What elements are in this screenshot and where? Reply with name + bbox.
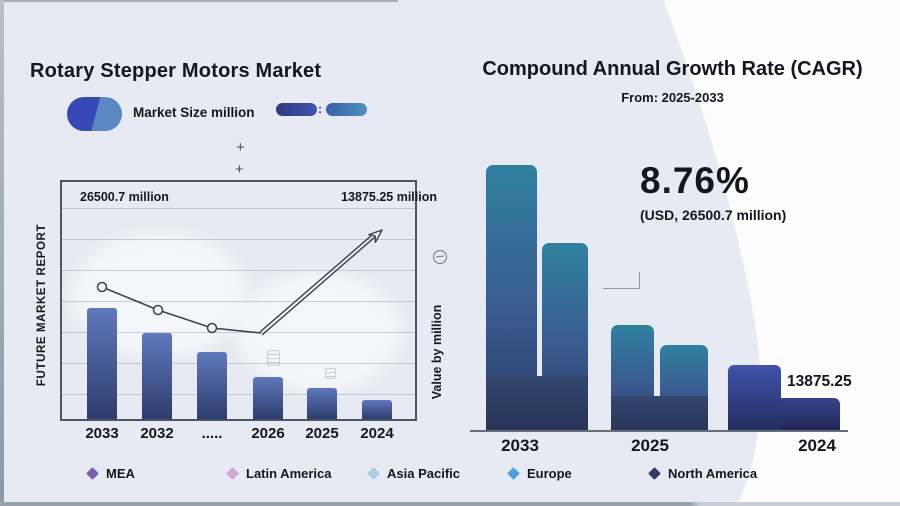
cagr-subtitle: From: 2025-2033 [621, 90, 724, 105]
x-label-dots: ..... [201, 425, 223, 442]
trend-line-and-arrow [96, 229, 383, 336]
bar-2026 [253, 377, 283, 419]
max-value-annotation: 26500.7 million [80, 190, 169, 204]
legend-item-europe: Europe [507, 464, 572, 482]
future-market-report-watermark: FUTURE MARKET REPORT [36, 223, 48, 387]
plus-mark-icon: + [235, 161, 244, 178]
bar-2025 [307, 388, 337, 419]
gridlines [62, 208, 415, 419]
watermark-document-icon [267, 350, 280, 366]
legend-item-asia-pacific: Asia Pacific [367, 464, 460, 482]
market-size-label: Market Size million [133, 105, 255, 120]
callout-line [603, 272, 640, 289]
top-border [0, 0, 398, 2]
mea-diamond-icon [86, 466, 99, 480]
x-label-2032: 2032 [140, 425, 174, 442]
bar-2033 [87, 308, 117, 419]
bar-value-label: 13875.25 [787, 373, 852, 390]
bottom-border [0, 502, 900, 506]
legend-label: Latin America [246, 465, 332, 481]
min-value-annotation: 13875.25 million [341, 190, 437, 204]
europe-diamond-icon [507, 466, 520, 480]
cagr-header: Compound Annual Growth Rate (CAGR) From:… [455, 58, 890, 105]
north-america-diamond-icon [648, 466, 661, 480]
asia-pacific-diamond-icon [367, 466, 380, 480]
value-by-million-axis-label: Value by million [430, 304, 444, 400]
legend-item-latin-america: Latin America [226, 464, 332, 482]
r-x-label-2033: 2033 [501, 436, 539, 455]
page-title: Rotary Stepper Motors Market [30, 60, 322, 82]
market-size-chart-panel: 26500.7 million 13875.25 million [60, 180, 437, 421]
bar-2033-base [486, 376, 588, 432]
minus-circle-icon [433, 250, 447, 264]
market-size-pill-icon [67, 97, 122, 131]
legend-item-north-america: North America [648, 464, 758, 482]
legend-label: MEA [106, 465, 135, 481]
latin-america-diamond-icon [226, 466, 239, 480]
legend-label: Europe [527, 465, 572, 481]
bar-2024-a [728, 365, 781, 432]
bar-2032 [142, 333, 172, 419]
cagr-detail: (USD, 26500.7 million) [640, 207, 787, 223]
r-x-label-2025: 2025 [631, 436, 669, 455]
bar-2024-b [781, 398, 840, 432]
x-label-2024: 2024 [360, 425, 394, 442]
right-chart-axis [470, 430, 848, 432]
cagr-percentage: 8.76% [640, 160, 750, 201]
cagr-value-block: 8.76% (USD, 26500.7 million) [640, 160, 786, 223]
cagr-title: Compound Annual Growth Rate (CAGR) [482, 58, 863, 80]
plus-mark-icon: + [236, 139, 245, 156]
x-label-2025: 2025 [305, 425, 339, 442]
x-label-2026: 2026 [251, 425, 285, 442]
bar-dots [197, 352, 227, 419]
legend-label: Asia Pacific [387, 465, 460, 481]
legend-label: North America [668, 465, 758, 481]
r-x-label-2024: 2024 [798, 436, 836, 455]
bar-2025-base [611, 396, 708, 432]
left-border [0, 0, 4, 506]
legend-item-mea: MEA [86, 464, 135, 482]
x-label-2033: 2033 [85, 425, 119, 442]
mini-pill-dark-icon [276, 103, 317, 116]
bar-2024 [362, 400, 392, 419]
watermark-grid-icon [325, 368, 336, 379]
mini-pill-teal-icon [326, 103, 367, 116]
pill-colon: : [318, 102, 322, 116]
